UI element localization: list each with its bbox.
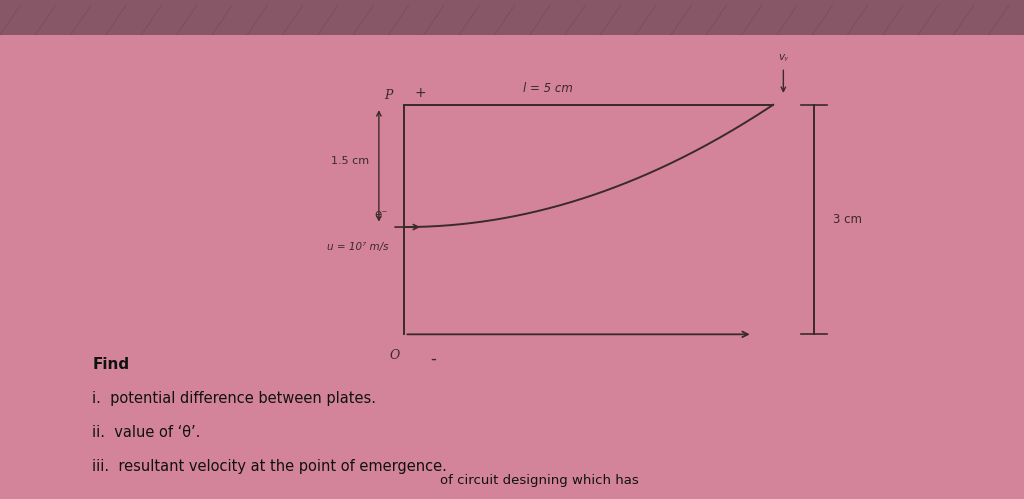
Text: +: +	[415, 86, 426, 100]
Text: P: P	[384, 89, 392, 102]
Text: e⁻: e⁻	[375, 208, 388, 221]
Text: u = 10⁷ m/s: u = 10⁷ m/s	[327, 242, 388, 252]
Text: 1.5 cm: 1.5 cm	[331, 156, 369, 166]
Text: O: O	[389, 349, 399, 362]
Text: -: -	[430, 349, 436, 367]
Text: Find: Find	[92, 357, 129, 372]
Text: l = 5 cm: l = 5 cm	[523, 82, 572, 95]
Text: 3 cm: 3 cm	[833, 213, 861, 226]
Text: vᵧ: vᵧ	[778, 52, 788, 62]
Text: of circuit designing which has: of circuit designing which has	[287, 474, 639, 487]
Text: iii.  resultant velocity at the point of emergence.: iii. resultant velocity at the point of …	[92, 459, 447, 474]
Text: ii.  value of ‘θ’.: ii. value of ‘θ’.	[92, 425, 201, 440]
Text: i.  potential difference between plates.: i. potential difference between plates.	[92, 391, 376, 406]
Bar	[0, 0, 1024, 35]
